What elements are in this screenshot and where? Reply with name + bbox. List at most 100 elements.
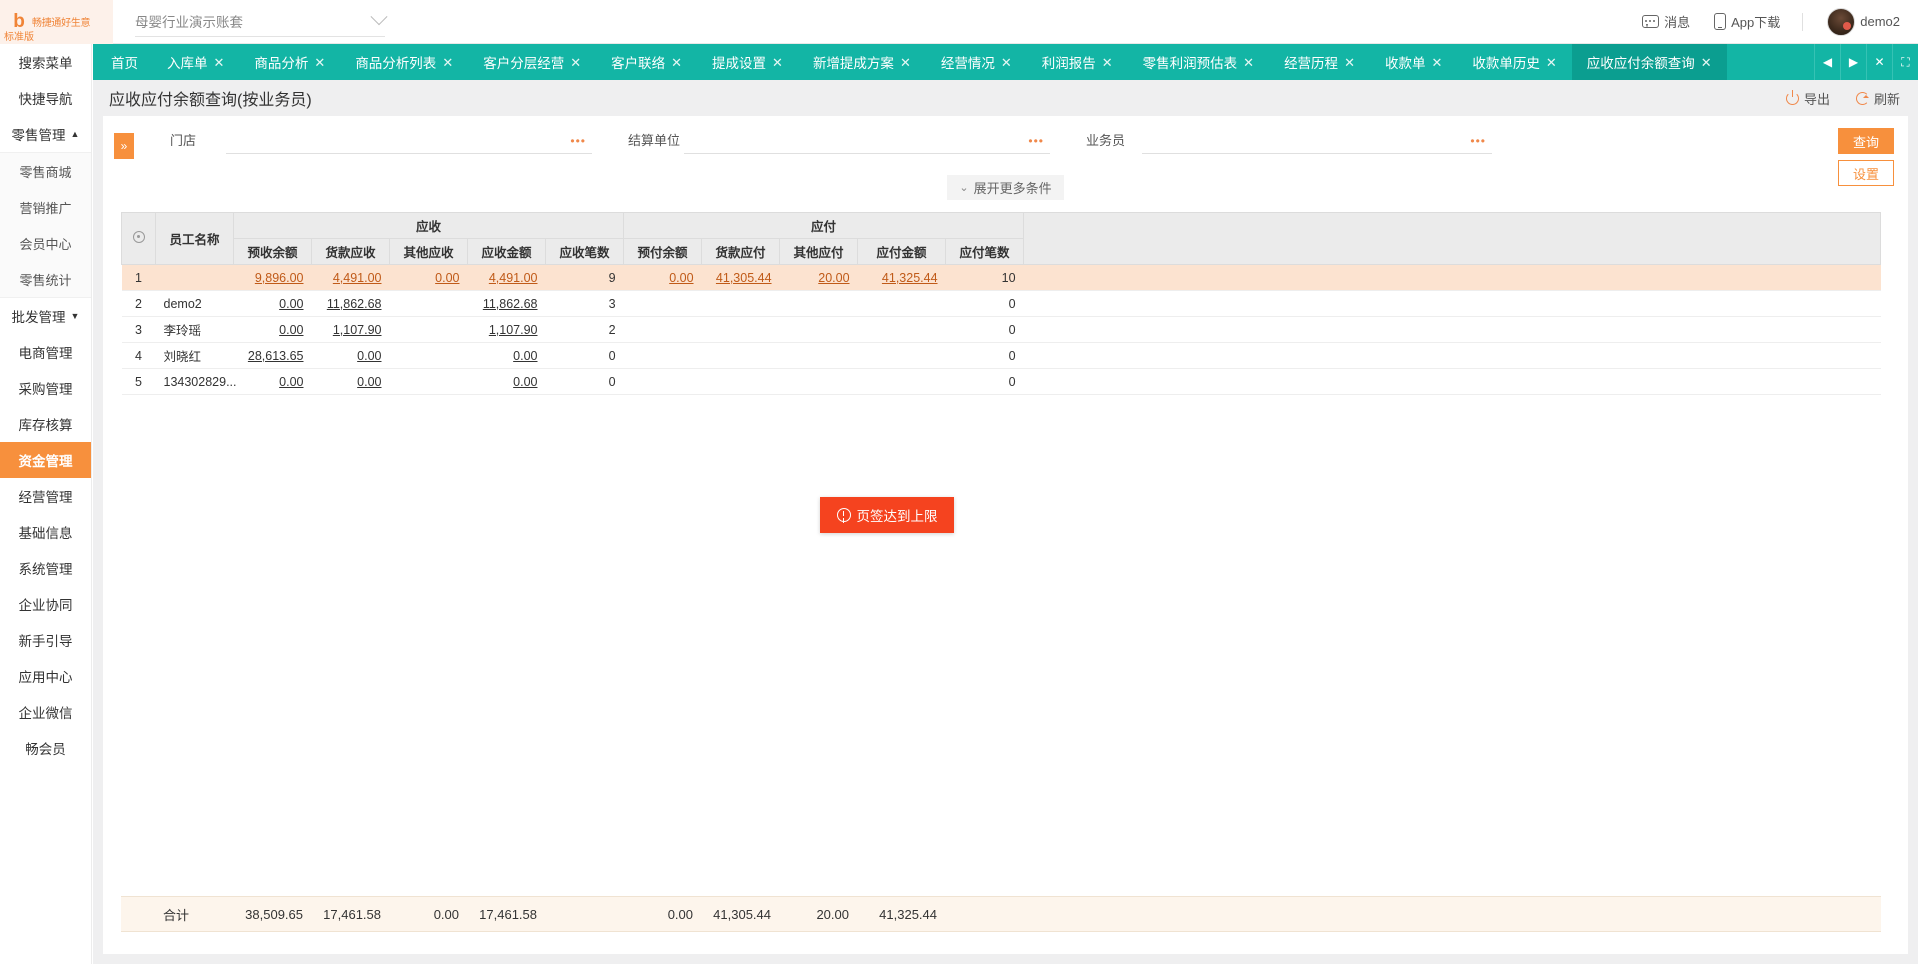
tab-入库单[interactable]: 入库单 ✕ — [152, 44, 239, 80]
tab-fullscreen[interactable]: ⛶ — [1892, 44, 1918, 80]
cell-link[interactable]: 0.00 — [357, 348, 382, 363]
filter-store-more-icon[interactable]: ••• — [570, 134, 586, 148]
sidebar-item-搜索菜单[interactable]: 搜索菜单 — [0, 44, 91, 80]
column-prepaid-receipt-balance[interactable]: 预收余额 — [233, 238, 312, 265]
cell-link[interactable]: 28,613.65 — [247, 348, 304, 363]
column-receivable-count[interactable]: 应收笔数 — [544, 238, 625, 265]
tab-利润报告[interactable]: 利润报告 ✕ — [1027, 44, 1128, 80]
expand-more-conditions-button[interactable]: ⌄ 展开更多条件 — [947, 174, 1064, 200]
tab-收款单[interactable]: 收款单 ✕ — [1370, 44, 1457, 80]
user-menu[interactable]: demo2 — [1827, 7, 1900, 36]
table-row[interactable]: 5 134302829... 0.00 0.00 0.00 0 0 — [121, 368, 1881, 395]
tab-close-all[interactable]: ✕ — [1866, 44, 1892, 80]
filter-salesperson-more-icon[interactable]: ••• — [1470, 134, 1486, 148]
tab-close-icon[interactable]: ✕ — [314, 54, 326, 70]
cell-link[interactable]: 0.00 — [357, 374, 382, 389]
sidebar-item-营销推广[interactable]: 营销推广 — [0, 189, 91, 225]
sidebar-item-资金管理[interactable]: 资金管理 — [0, 442, 91, 478]
sidebar[interactable]: 搜索菜单 快捷导航 零售管理 ▲ 零售商城 营销推广 会员中心 零售统计 批发管理 ▼ 电商管理 采购… — [0, 44, 92, 964]
column-settings-header[interactable] — [121, 212, 156, 265]
cell-link[interactable]: 41,325.44 — [881, 270, 938, 285]
tab-零售利润预估表[interactable]: 零售利润预估表 ✕ — [1128, 44, 1269, 80]
tab-客户分层经营[interactable]: 客户分层经营 ✕ — [468, 44, 596, 80]
cell-link[interactable]: 9,896.00 — [254, 270, 304, 285]
tab-提成设置[interactable]: 提成设置 ✕ — [697, 44, 798, 80]
cell-link[interactable]: 20.00 — [818, 270, 850, 285]
filter-settlement-unit-input[interactable] — [684, 128, 1050, 154]
tab-close-icon[interactable]: ✕ — [1344, 54, 1355, 70]
sidebar-item-零售商城[interactable]: 零售商城 — [0, 153, 91, 189]
sidebar-item-零售统计[interactable]: 零售统计 — [0, 261, 91, 297]
cell-link[interactable]: 0.00 — [669, 270, 694, 285]
cell-link[interactable]: 0.00 — [513, 374, 538, 389]
tab-首页[interactable]: 首页 — [93, 44, 152, 80]
collapse-sidebar-handle[interactable]: » — [114, 133, 134, 159]
tab-经营情况[interactable]: 经营情况 ✕ — [926, 44, 1027, 80]
column-prepaid-balance[interactable]: 预付余额 — [623, 238, 703, 265]
column-employee-name[interactable]: 员工名称 — [155, 212, 234, 265]
column-goods-payable[interactable]: 货款应付 — [701, 238, 781, 265]
settings-button[interactable]: 设置 — [1838, 160, 1894, 186]
tab-收款单历史[interactable]: 收款单历史 ✕ — [1457, 44, 1571, 80]
cell-link[interactable]: 1,107.90 — [332, 322, 382, 337]
sidebar-item-新手引导[interactable]: 新手引导 — [0, 622, 91, 658]
tab-新增提成方案[interactable]: 新增提成方案 ✕ — [798, 44, 926, 80]
cell-link[interactable]: 0.00 — [279, 296, 304, 311]
table-row[interactable]: 1 9,896.00 4,491.00 0.00 4,491.00 9 0.00 41,305… — [121, 264, 1881, 291]
filter-settlement-unit-more-icon[interactable]: ••• — [1028, 134, 1044, 148]
refresh-button[interactable]: 刷新 — [1855, 89, 1900, 108]
messages-button[interactable]: 消息 — [1642, 12, 1690, 31]
tab-close-icon[interactable]: ✕ — [1700, 54, 1712, 70]
export-button[interactable]: 导出 — [1785, 89, 1830, 108]
column-other-receivable[interactable]: 其他应收 — [389, 238, 468, 265]
cell-link[interactable]: 11,862.68 — [326, 296, 382, 311]
sidebar-item-会员中心[interactable]: 会员中心 — [0, 225, 91, 261]
tab-close-icon[interactable]: ✕ — [1545, 54, 1557, 70]
column-other-payable[interactable]: 其他应付 — [779, 238, 859, 265]
tab-close-icon[interactable]: ✕ — [671, 54, 683, 70]
cell-link[interactable]: 4,491.00 — [332, 270, 382, 285]
cell-link[interactable]: 0.00 — [279, 322, 304, 337]
sidebar-item-应用中心[interactable]: 应用中心 — [0, 658, 91, 694]
sidebar-item-企业协同[interactable]: 企业协同 — [0, 586, 91, 622]
tab-商品分析[interactable]: 商品分析 ✕ — [239, 44, 340, 80]
sidebar-item-系统管理[interactable]: 系统管理 — [0, 550, 91, 586]
sidebar-item-库存核算[interactable]: 库存核算 — [0, 406, 91, 442]
column-receivable-amount[interactable]: 应收金额 — [467, 238, 546, 265]
tab-close-icon[interactable]: ✕ — [899, 54, 911, 70]
tab-scroll-prev[interactable]: ◀ — [1814, 44, 1840, 80]
sidebar-item-企业微信[interactable]: 企业微信 — [0, 694, 91, 730]
tab-close-icon[interactable]: ✕ — [772, 54, 783, 70]
sidebar-item-批发管理[interactable]: 批发管理 ▼ — [0, 298, 91, 334]
cell-link[interactable]: 0.00 — [513, 348, 538, 363]
cell-link[interactable]: 1,107.90 — [488, 322, 538, 337]
gear-icon[interactable] — [132, 231, 145, 243]
tab-close-icon[interactable]: ✕ — [1000, 54, 1012, 70]
tab-bar[interactable]: 首页 入库单 ✕ 商品分析 ✕ 商品分析列表 ✕ 客户分层经营 ✕ 客户联络 ✕ 提成设置 ✕ 新增提成方… — [93, 44, 1918, 80]
tab-close-icon[interactable]: ✕ — [1431, 54, 1443, 70]
table-row[interactable]: 2 demo2 0.00 11,862.68 11,862.68 3 0 — [121, 290, 1881, 317]
filter-store-input[interactable] — [226, 128, 592, 154]
tab-商品分析列表[interactable]: 商品分析列表 ✕ — [340, 44, 468, 80]
table-row[interactable]: 4 刘晓红 28,613.65 0.00 0.00 0 0 — [121, 342, 1881, 369]
tab-scroll-next[interactable]: ▶ — [1840, 44, 1866, 80]
column-payable-amount[interactable]: 应付金额 — [857, 238, 947, 265]
sidebar-item-畅会员[interactable]: 畅会员 — [0, 730, 91, 766]
cell-link[interactable]: 11,862.68 — [482, 296, 538, 311]
tab-经营历程[interactable]: 经营历程 ✕ — [1269, 44, 1370, 80]
filter-salesperson-input[interactable] — [1142, 128, 1492, 154]
sidebar-item-电商管理[interactable]: 电商管理 — [0, 334, 91, 370]
cell-link[interactable]: 4,491.00 — [488, 270, 538, 285]
cell-link[interactable]: 0.00 — [435, 270, 460, 285]
tab-close-icon[interactable]: ✕ — [570, 54, 582, 70]
tab-close-icon[interactable]: ✕ — [442, 54, 454, 70]
cell-link[interactable]: 0.00 — [279, 374, 304, 389]
tab-应收应付余额查询[interactable]: 应收应付余额查询 ✕ — [1571, 44, 1727, 80]
tab-close-icon[interactable]: ✕ — [1101, 54, 1113, 70]
column-goods-receivable[interactable]: 货款应收 — [311, 238, 390, 265]
sidebar-item-经营管理[interactable]: 经营管理 — [0, 478, 91, 514]
sidebar-item-快捷导航[interactable]: 快捷导航 — [0, 80, 91, 116]
column-payable-count[interactable]: 应付笔数 — [945, 238, 1025, 265]
tab-close-icon[interactable]: ✕ — [1243, 54, 1255, 70]
tab-客户联络[interactable]: 客户联络 ✕ — [596, 44, 697, 80]
